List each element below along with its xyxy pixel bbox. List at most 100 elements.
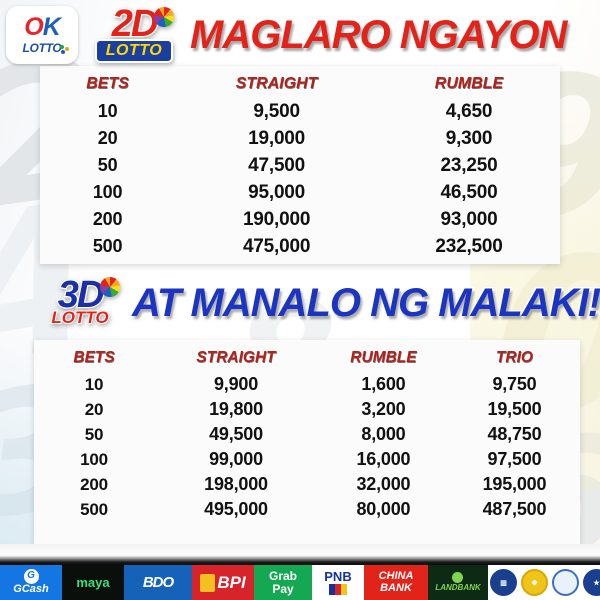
cell-straight: 9,500 <box>253 100 300 122</box>
column-header-straight: STRAIGHT <box>234 74 318 94</box>
cell-straight: 495,000 <box>204 499 268 519</box>
cell-trio: 9,750 <box>492 374 537 394</box>
cell-bet: 50 <box>97 155 118 175</box>
pnb-crest-icon <box>328 584 347 596</box>
table-row: 20 19,800 3,200 19,500 <box>34 397 580 422</box>
cell-straight: 475,000 <box>242 235 311 257</box>
2d-logo-sublabel: LOTTO <box>94 39 174 63</box>
2d-logo-title: 2D <box>110 3 159 46</box>
table-row: 500 475,000 232,500 <box>40 233 560 260</box>
column-header-bets: BETS <box>85 74 130 94</box>
ok-lotto-wordmark: OK <box>24 13 61 41</box>
cell-bet: 500 <box>92 236 123 256</box>
3d-section-header: 3D LOTTO AT MANALO NG MALAKI! <box>36 270 600 336</box>
bpi-label: BPI <box>217 572 246 592</box>
3d-logo-title: 3D <box>56 274 105 317</box>
ok-lotto-sublabel: LOTTO <box>23 41 70 55</box>
maya-logo[interactable]: maya <box>62 565 124 600</box>
column-header-rumble: RUMBLE <box>349 348 418 368</box>
table-row: 500 495,000 80,000 487,500 <box>34 497 580 522</box>
cell-straight: 99,000 <box>209 449 263 469</box>
cell-rumble: 80,000 <box>356 499 411 519</box>
philippine-seal[interactable]: ★ <box>581 565 600 600</box>
cell-trio: 48,750 <box>487 424 542 444</box>
column-header-straight: STRAIGHT <box>195 348 277 368</box>
gcash-icon: G <box>23 569 39 585</box>
bpi-logo[interactable]: BPI <box>192 565 254 600</box>
3d-payout-card: BETS STRAIGHT RUMBLE TRIO 10 9,900 1,600… <box>34 340 580 544</box>
table-row: 200 190,000 93,000 <box>40 206 560 233</box>
grabpay-logo[interactable]: Grab Pay <box>254 565 312 600</box>
gcash-label: GCash <box>13 583 49 596</box>
pnb-label: PNB <box>324 568 352 584</box>
cell-rumble: 16,000 <box>356 449 411 469</box>
cell-bet: 500 <box>80 499 108 519</box>
pcso-seal[interactable]: ▥ <box>488 565 519 600</box>
table-row: 200 198,000 32,000 195,000 <box>34 472 580 497</box>
landbank-icon <box>452 572 464 584</box>
ok-letter-o: O <box>24 13 43 41</box>
cell-trio: 195,000 <box>482 474 547 494</box>
cell-bet: 200 <box>92 209 123 229</box>
cell-straight: 95,000 <box>248 181 306 203</box>
pnb-logo[interactable]: PNB <box>312 565 364 600</box>
3d-logo-sublabel: LOTTO <box>50 308 109 328</box>
cell-rumble: 4,650 <box>445 100 493 122</box>
table-row: 10 9,900 1,600 9,750 <box>34 372 580 397</box>
column-header-trio: TRIO <box>495 348 535 368</box>
pcso-pinwheel-icon <box>154 7 174 27</box>
cell-bet: 10 <box>97 101 118 121</box>
table-row: 100 99,000 16,000 97,500 <box>34 447 580 472</box>
cell-rumble: 9,300 <box>445 127 493 149</box>
cell-bet: 50 <box>84 424 104 444</box>
cell-trio: 97,500 <box>487 449 542 469</box>
payment-partners-strip: G GCash maya BDO BPI Grab Pay PNB CHINA … <box>0 565 600 600</box>
header: OK LOTTO 2D LOTTO MAGLARO NGAYON <box>0 0 600 70</box>
table-row: 10 9,500 4,650 <box>40 98 560 125</box>
cell-rumble: 232,500 <box>435 235 503 257</box>
cell-straight: 19,000 <box>248 127 306 149</box>
government-seal-icon <box>552 569 579 596</box>
page-title: MAGLARO NGAYON <box>188 13 568 57</box>
3d-payout-table: BETS STRAIGHT RUMBLE TRIO 10 9,900 1,600… <box>34 340 580 522</box>
2d-payout-card: BETS STRAIGHT RUMBLE 10 9,500 4,650 20 1… <box>40 66 560 264</box>
bdo-logo[interactable]: BDO <box>124 565 192 600</box>
chinabank-label-1: CHINA <box>378 569 414 582</box>
cell-rumble: 3,200 <box>361 399 406 419</box>
column-header-rumble: RUMBLE <box>433 74 504 94</box>
cell-bet: 20 <box>97 128 118 148</box>
bdo-label: BDO <box>142 574 174 591</box>
cell-rumble: 1,600 <box>361 374 406 394</box>
gcash-logo[interactable]: G GCash <box>0 565 62 600</box>
government-seal-icon: ✹ <box>521 569 548 596</box>
cell-bet: 20 <box>84 399 104 419</box>
section-title: AT MANALO NG MALAKI! <box>130 281 600 325</box>
cell-straight: 49,500 <box>209 424 263 444</box>
cell-rumble: 8,000 <box>361 424 406 444</box>
table-row: 100 95,000 46,500 <box>40 179 560 206</box>
grabpay-label-2: Pay <box>272 581 294 596</box>
2d-payout-table: BETS STRAIGHT RUMBLE 10 9,500 4,650 20 1… <box>40 66 560 260</box>
bpi-crest-icon <box>200 573 216 592</box>
table-row: 20 19,000 9,300 <box>40 125 560 152</box>
lottery-balls-icon <box>60 45 70 55</box>
landbank-logo[interactable]: LANDBANK <box>428 565 488 600</box>
pcso-pinwheel-icon <box>100 277 120 297</box>
cell-trio: 487,500 <box>482 499 547 519</box>
cell-rumble: 23,250 <box>440 154 498 176</box>
gov-seal-light[interactable] <box>550 565 581 600</box>
chinabank-label-2: BANK <box>380 581 412 594</box>
cell-straight: 190,000 <box>242 208 311 230</box>
cell-bet: 100 <box>80 449 108 469</box>
cell-trio: 19,500 <box>487 399 542 419</box>
gov-seal-gold[interactable]: ✹ <box>519 565 550 600</box>
chinabank-logo[interactable]: CHINA BANK <box>364 565 428 600</box>
column-header-bets: BETS <box>72 348 116 368</box>
cell-straight: 198,000 <box>204 474 268 494</box>
cell-rumble: 93,000 <box>440 208 498 230</box>
strip-divider <box>0 544 600 565</box>
government-seal-icon: ★ <box>583 569 600 596</box>
landbank-label: LANDBANK <box>435 583 481 593</box>
cell-bet: 200 <box>80 474 108 494</box>
table-row: 50 47,500 23,250 <box>40 152 560 179</box>
